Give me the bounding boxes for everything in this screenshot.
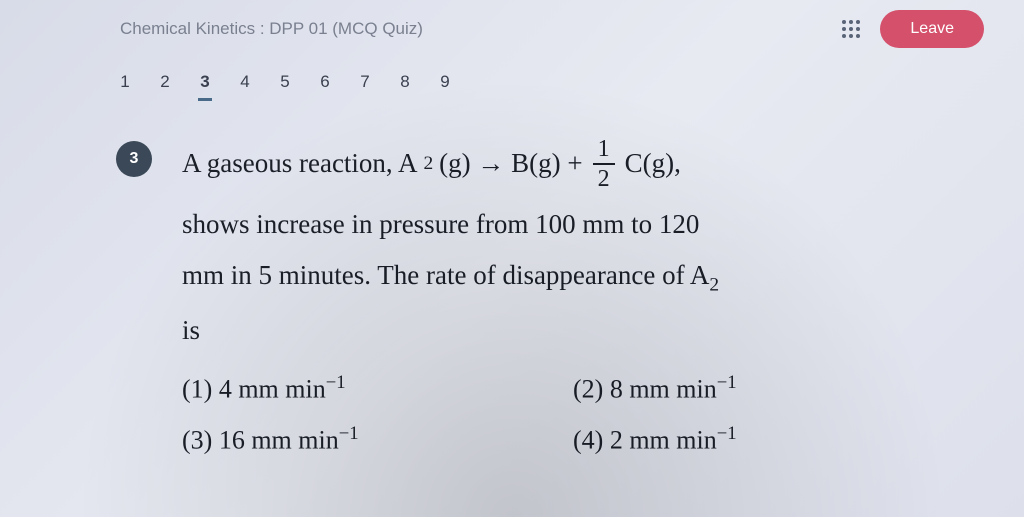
fraction-half: 1 2	[593, 137, 615, 191]
option-3-sup: −1	[339, 423, 359, 444]
question-text-2-sub: 2	[709, 275, 719, 296]
option-4-text: (4) 2 mm min	[573, 425, 717, 454]
option-4-sup: −1	[717, 423, 737, 444]
nav-item-6[interactable]: 6	[318, 72, 332, 101]
question-text-line-2: mm in 5 minutes. The rate of disappearan…	[182, 250, 924, 304]
fraction-numerator: 1	[598, 137, 610, 163]
nav-item-1[interactable]: 1	[118, 72, 132, 101]
option-3-text: (3) 16 mm min	[182, 425, 339, 454]
nav-item-3[interactable]: 3	[198, 72, 212, 101]
option-4[interactable]: (4) 2 mm min−1	[573, 423, 924, 456]
nav-item-7[interactable]: 7	[358, 72, 372, 101]
option-2[interactable]: (2) 8 mm min−1	[573, 372, 924, 405]
nav-item-9[interactable]: 9	[438, 72, 452, 101]
option-2-text: (2) 8 mm min	[573, 375, 717, 404]
option-3[interactable]: (3) 16 mm min−1	[182, 423, 533, 456]
eq-sub-1: 2	[423, 148, 433, 179]
question-text-2a: mm in 5 minutes. The rate of disappearan…	[182, 260, 709, 290]
nav-item-4[interactable]: 4	[238, 72, 252, 101]
option-1-text: (1) 4 mm min	[182, 375, 326, 404]
question-text-line-3: is	[182, 305, 924, 356]
nav-item-2[interactable]: 2	[158, 72, 172, 101]
option-1-sup: −1	[326, 372, 346, 393]
eq-text-1: A gaseous reaction, A	[182, 142, 417, 185]
quiz-title: Chemical Kinetics : DPP 01 (MCQ Quiz)	[120, 19, 423, 39]
question-equation: A gaseous reaction, A2(g) → B(g) + 1 2 C…	[182, 137, 924, 191]
question-body: A gaseous reaction, A2(g) → B(g) + 1 2 C…	[182, 137, 924, 455]
option-2-sup: −1	[717, 372, 737, 393]
nav-item-5[interactable]: 5	[278, 72, 292, 101]
eq-text-3: C(g),	[625, 142, 681, 185]
question-nav: 1 2 3 4 5 6 7 8 9	[0, 64, 1024, 115]
nav-item-8[interactable]: 8	[398, 72, 412, 101]
answer-options: (1) 4 mm min−1 (2) 8 mm min−1 (3) 16 mm …	[182, 372, 924, 455]
quiz-header: Chemical Kinetics : DPP 01 (MCQ Quiz) Le…	[0, 0, 1024, 64]
question-container: 3 A gaseous reaction, A2(g) → B(g) + 1 2…	[0, 115, 1024, 455]
eq-text-2: (g) → B(g) +	[439, 142, 582, 185]
leave-button[interactable]: Leave	[880, 10, 984, 48]
fraction-denominator: 2	[593, 163, 615, 191]
question-text: shows increase in pressure from 100 mm t…	[182, 199, 924, 356]
question-number-badge: 3	[116, 141, 152, 177]
option-1[interactable]: (1) 4 mm min−1	[182, 372, 533, 405]
question-text-line-1: shows increase in pressure from 100 mm t…	[182, 199, 924, 250]
grid-menu-icon[interactable]	[842, 20, 860, 38]
header-actions: Leave	[842, 10, 984, 48]
